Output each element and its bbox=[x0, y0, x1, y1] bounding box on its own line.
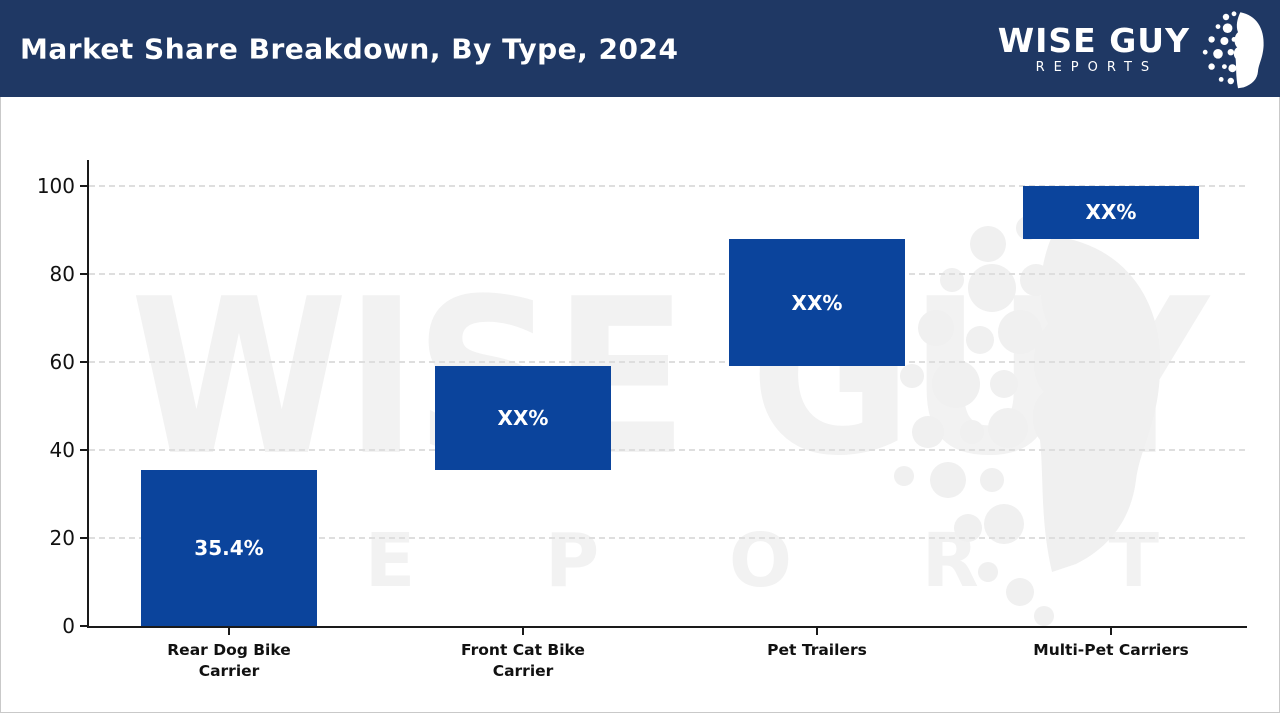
x-tick-mark bbox=[816, 628, 818, 635]
category-label: Pet Trailers bbox=[677, 640, 957, 661]
category-label: Multi-Pet Carriers bbox=[971, 640, 1251, 661]
category-label-line: Rear Dog Bike bbox=[167, 641, 291, 659]
chart-title: Market Share Breakdown, By Type, 2024 bbox=[20, 32, 679, 65]
bar-value-label: XX% bbox=[1085, 200, 1137, 225]
logo-head-icon bbox=[1202, 11, 1264, 89]
gridline bbox=[89, 361, 1245, 363]
y-tick-label: 20 bbox=[49, 526, 75, 550]
category-label-line: Carrier bbox=[492, 662, 554, 680]
x-axis-spine bbox=[87, 626, 1247, 628]
category-label-line: Multi-Pet Carriers bbox=[1033, 641, 1189, 659]
category-label: Front Cat Bike Carrier bbox=[383, 640, 663, 682]
y-tick-label: 0 bbox=[62, 614, 75, 638]
gridline bbox=[89, 537, 1245, 539]
logo-brand-text: WISE GUY bbox=[997, 20, 1190, 60]
gridline bbox=[89, 449, 1245, 451]
logo-reports-text: REPORTS bbox=[1035, 59, 1159, 75]
y-tick-mark bbox=[80, 537, 89, 539]
bar-1: 35.4% bbox=[141, 470, 317, 626]
gridline bbox=[89, 185, 1245, 187]
logo-wordmark: WISE GUY REPORTS bbox=[997, 20, 1190, 75]
bar-3: XX% bbox=[729, 238, 905, 367]
gridline bbox=[89, 273, 1245, 275]
category-label-line: Front Cat Bike bbox=[461, 641, 585, 659]
y-tick-mark bbox=[80, 625, 89, 627]
y-tick-mark bbox=[80, 449, 89, 451]
y-tick-mark bbox=[80, 273, 89, 275]
header-bar: Market Share Breakdown, By Type, 2024 WI… bbox=[0, 0, 1280, 97]
y-tick-label: 80 bbox=[49, 262, 75, 286]
x-tick-mark bbox=[1110, 628, 1112, 635]
y-tick-label: 100 bbox=[36, 174, 75, 198]
x-tick-mark bbox=[522, 628, 524, 635]
category-label: Rear Dog Bike Carrier bbox=[89, 640, 369, 682]
y-tick-label: 60 bbox=[49, 350, 75, 374]
y-tick-mark bbox=[80, 185, 89, 187]
bar-value-label: XX% bbox=[497, 406, 549, 431]
bar-2: XX% bbox=[435, 366, 611, 471]
bar-value-label: XX% bbox=[791, 290, 843, 315]
y-axis-spine bbox=[87, 160, 89, 628]
bar-value-label: 35.4% bbox=[194, 536, 264, 561]
category-label-line: Pet Trailers bbox=[767, 641, 867, 659]
y-tick-label: 40 bbox=[49, 438, 75, 462]
x-tick-mark bbox=[228, 628, 230, 635]
category-label-line: Carrier bbox=[198, 662, 260, 680]
bar-4: XX% bbox=[1023, 186, 1199, 239]
y-tick-mark bbox=[80, 361, 89, 363]
wise-guy-reports-logo: WISE GUY REPORTS bbox=[998, 6, 1266, 92]
